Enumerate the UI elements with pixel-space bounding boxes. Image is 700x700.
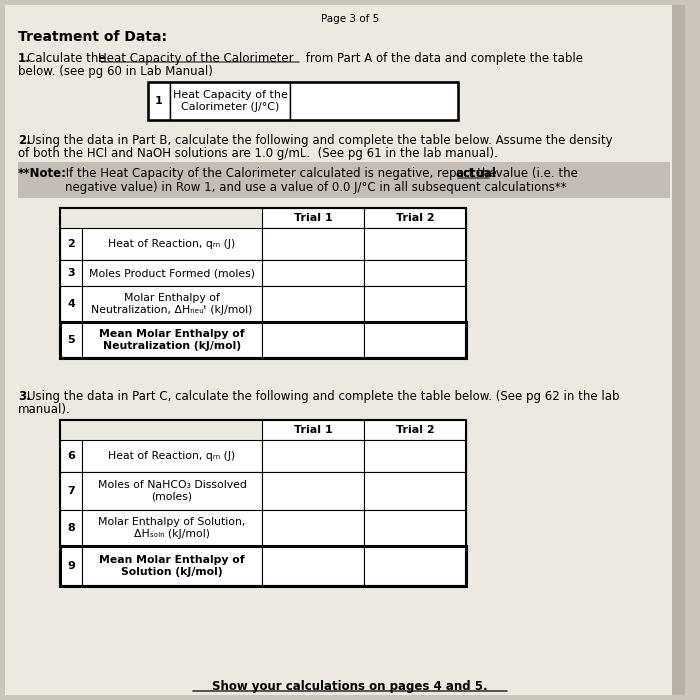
Text: 9: 9 <box>67 561 75 571</box>
Text: 3.: 3. <box>18 390 31 403</box>
Text: Molar Enthalpy of Solution,
ΔHₛₒₗₙ (kJ/mol): Molar Enthalpy of Solution, ΔHₛₒₗₙ (kJ/m… <box>98 517 246 539</box>
Text: Using the data in Part C, calculate the following and complete the table below. : Using the data in Part C, calculate the … <box>27 390 619 403</box>
Text: Heat Capacity of the
Calorimeter (J/°C): Heat Capacity of the Calorimeter (J/°C) <box>173 90 288 112</box>
Bar <box>82 440 262 472</box>
Text: value (i.e. the: value (i.e. the <box>492 167 578 180</box>
Bar <box>262 260 364 286</box>
Text: Heat of Reaction, qᵣₙ (J): Heat of Reaction, qᵣₙ (J) <box>108 239 236 249</box>
Bar <box>364 260 466 286</box>
Bar <box>262 546 364 586</box>
Bar <box>60 228 82 260</box>
Text: manual).: manual). <box>18 403 71 416</box>
Text: 5: 5 <box>67 335 75 345</box>
Bar <box>82 260 262 286</box>
Bar <box>364 208 466 228</box>
Text: Show your calculations on pages 4 and 5.: Show your calculations on pages 4 and 5. <box>212 680 488 693</box>
Text: 7: 7 <box>67 486 75 496</box>
Bar <box>364 322 466 358</box>
Text: Trial 1: Trial 1 <box>294 425 332 435</box>
Text: 6: 6 <box>67 451 75 461</box>
Text: Moles Product Formed (moles): Moles Product Formed (moles) <box>89 268 255 278</box>
Text: negative value) in Row 1, and use a value of 0.0 J/°C in all subsequent calculat: negative value) in Row 1, and use a valu… <box>65 181 566 194</box>
Text: Molar Enthalpy of
Neutralization, ΔHₙₑᵤᵗ (kJ/mol): Molar Enthalpy of Neutralization, ΔHₙₑᵤᵗ… <box>91 293 253 315</box>
Bar <box>82 546 262 586</box>
Text: actual: actual <box>455 167 496 180</box>
Bar <box>18 162 670 198</box>
Bar <box>60 322 82 358</box>
Text: 2: 2 <box>67 239 75 249</box>
Bar <box>262 208 364 228</box>
Text: 4: 4 <box>67 299 75 309</box>
Bar <box>82 472 262 510</box>
Text: Trial 2: Trial 2 <box>395 213 434 223</box>
Text: 1: 1 <box>155 96 163 106</box>
Text: Trial 2: Trial 2 <box>395 425 434 435</box>
Bar <box>148 82 458 120</box>
Bar <box>262 440 364 472</box>
Text: 1.: 1. <box>18 52 31 65</box>
Text: Heat of Reaction, qᵣₙ (J): Heat of Reaction, qᵣₙ (J) <box>108 451 236 461</box>
Bar <box>364 546 466 586</box>
Bar <box>364 472 466 510</box>
Text: Mean Molar Enthalpy of
Solution (kJ/mol): Mean Molar Enthalpy of Solution (kJ/mol) <box>99 555 245 577</box>
Text: Treatment of Data:: Treatment of Data: <box>18 30 167 44</box>
Bar <box>60 286 82 322</box>
Text: If the Heat Capacity of the Calorimeter calculated is negative, report the: If the Heat Capacity of the Calorimeter … <box>62 167 500 180</box>
Bar <box>82 322 262 358</box>
Text: below. (see pg 60 in Lab Manual): below. (see pg 60 in Lab Manual) <box>18 65 213 78</box>
Text: Trial 1: Trial 1 <box>294 213 332 223</box>
Text: Heat Capacity of the Calorimeter: Heat Capacity of the Calorimeter <box>98 52 293 65</box>
Text: from Part A of the data and complete the table: from Part A of the data and complete the… <box>302 52 583 65</box>
Bar <box>364 420 466 440</box>
Bar <box>60 420 466 586</box>
Bar <box>60 322 466 358</box>
Text: 8: 8 <box>67 523 75 533</box>
Bar <box>60 208 466 358</box>
Bar <box>262 322 364 358</box>
Text: 3: 3 <box>67 268 75 278</box>
Bar <box>364 228 466 260</box>
Bar <box>82 228 262 260</box>
Bar <box>82 286 262 322</box>
Bar <box>672 5 685 695</box>
Text: of both the HCl and NaOH solutions are 1.0 g/mL.  (See pg 61 in the lab manual).: of both the HCl and NaOH solutions are 1… <box>18 147 498 160</box>
Bar <box>60 546 466 586</box>
Bar <box>60 260 82 286</box>
Text: Page 3 of 5: Page 3 of 5 <box>321 14 379 24</box>
Text: Mean Molar Enthalpy of
Neutralization (kJ/mol): Mean Molar Enthalpy of Neutralization (k… <box>99 329 245 351</box>
Bar <box>364 510 466 546</box>
Bar <box>148 82 170 120</box>
Bar <box>262 510 364 546</box>
Text: **Note:: **Note: <box>18 167 67 180</box>
Bar <box>262 472 364 510</box>
Bar <box>364 440 466 472</box>
Text: 2.: 2. <box>18 134 31 147</box>
Bar <box>170 82 290 120</box>
Text: Using the data in Part B, calculate the following and complete the table below. : Using the data in Part B, calculate the … <box>27 134 612 147</box>
Bar <box>364 286 466 322</box>
Bar <box>60 510 82 546</box>
Text: Moles of NaHCO₃ Dissolved
(moles): Moles of NaHCO₃ Dissolved (moles) <box>97 480 246 502</box>
Bar <box>82 510 262 546</box>
Bar <box>262 286 364 322</box>
Bar <box>290 82 458 120</box>
Bar <box>60 472 82 510</box>
Bar <box>262 228 364 260</box>
Bar <box>262 420 364 440</box>
Text: Calculate the: Calculate the <box>27 52 109 65</box>
Bar <box>60 440 82 472</box>
Bar <box>60 546 82 586</box>
